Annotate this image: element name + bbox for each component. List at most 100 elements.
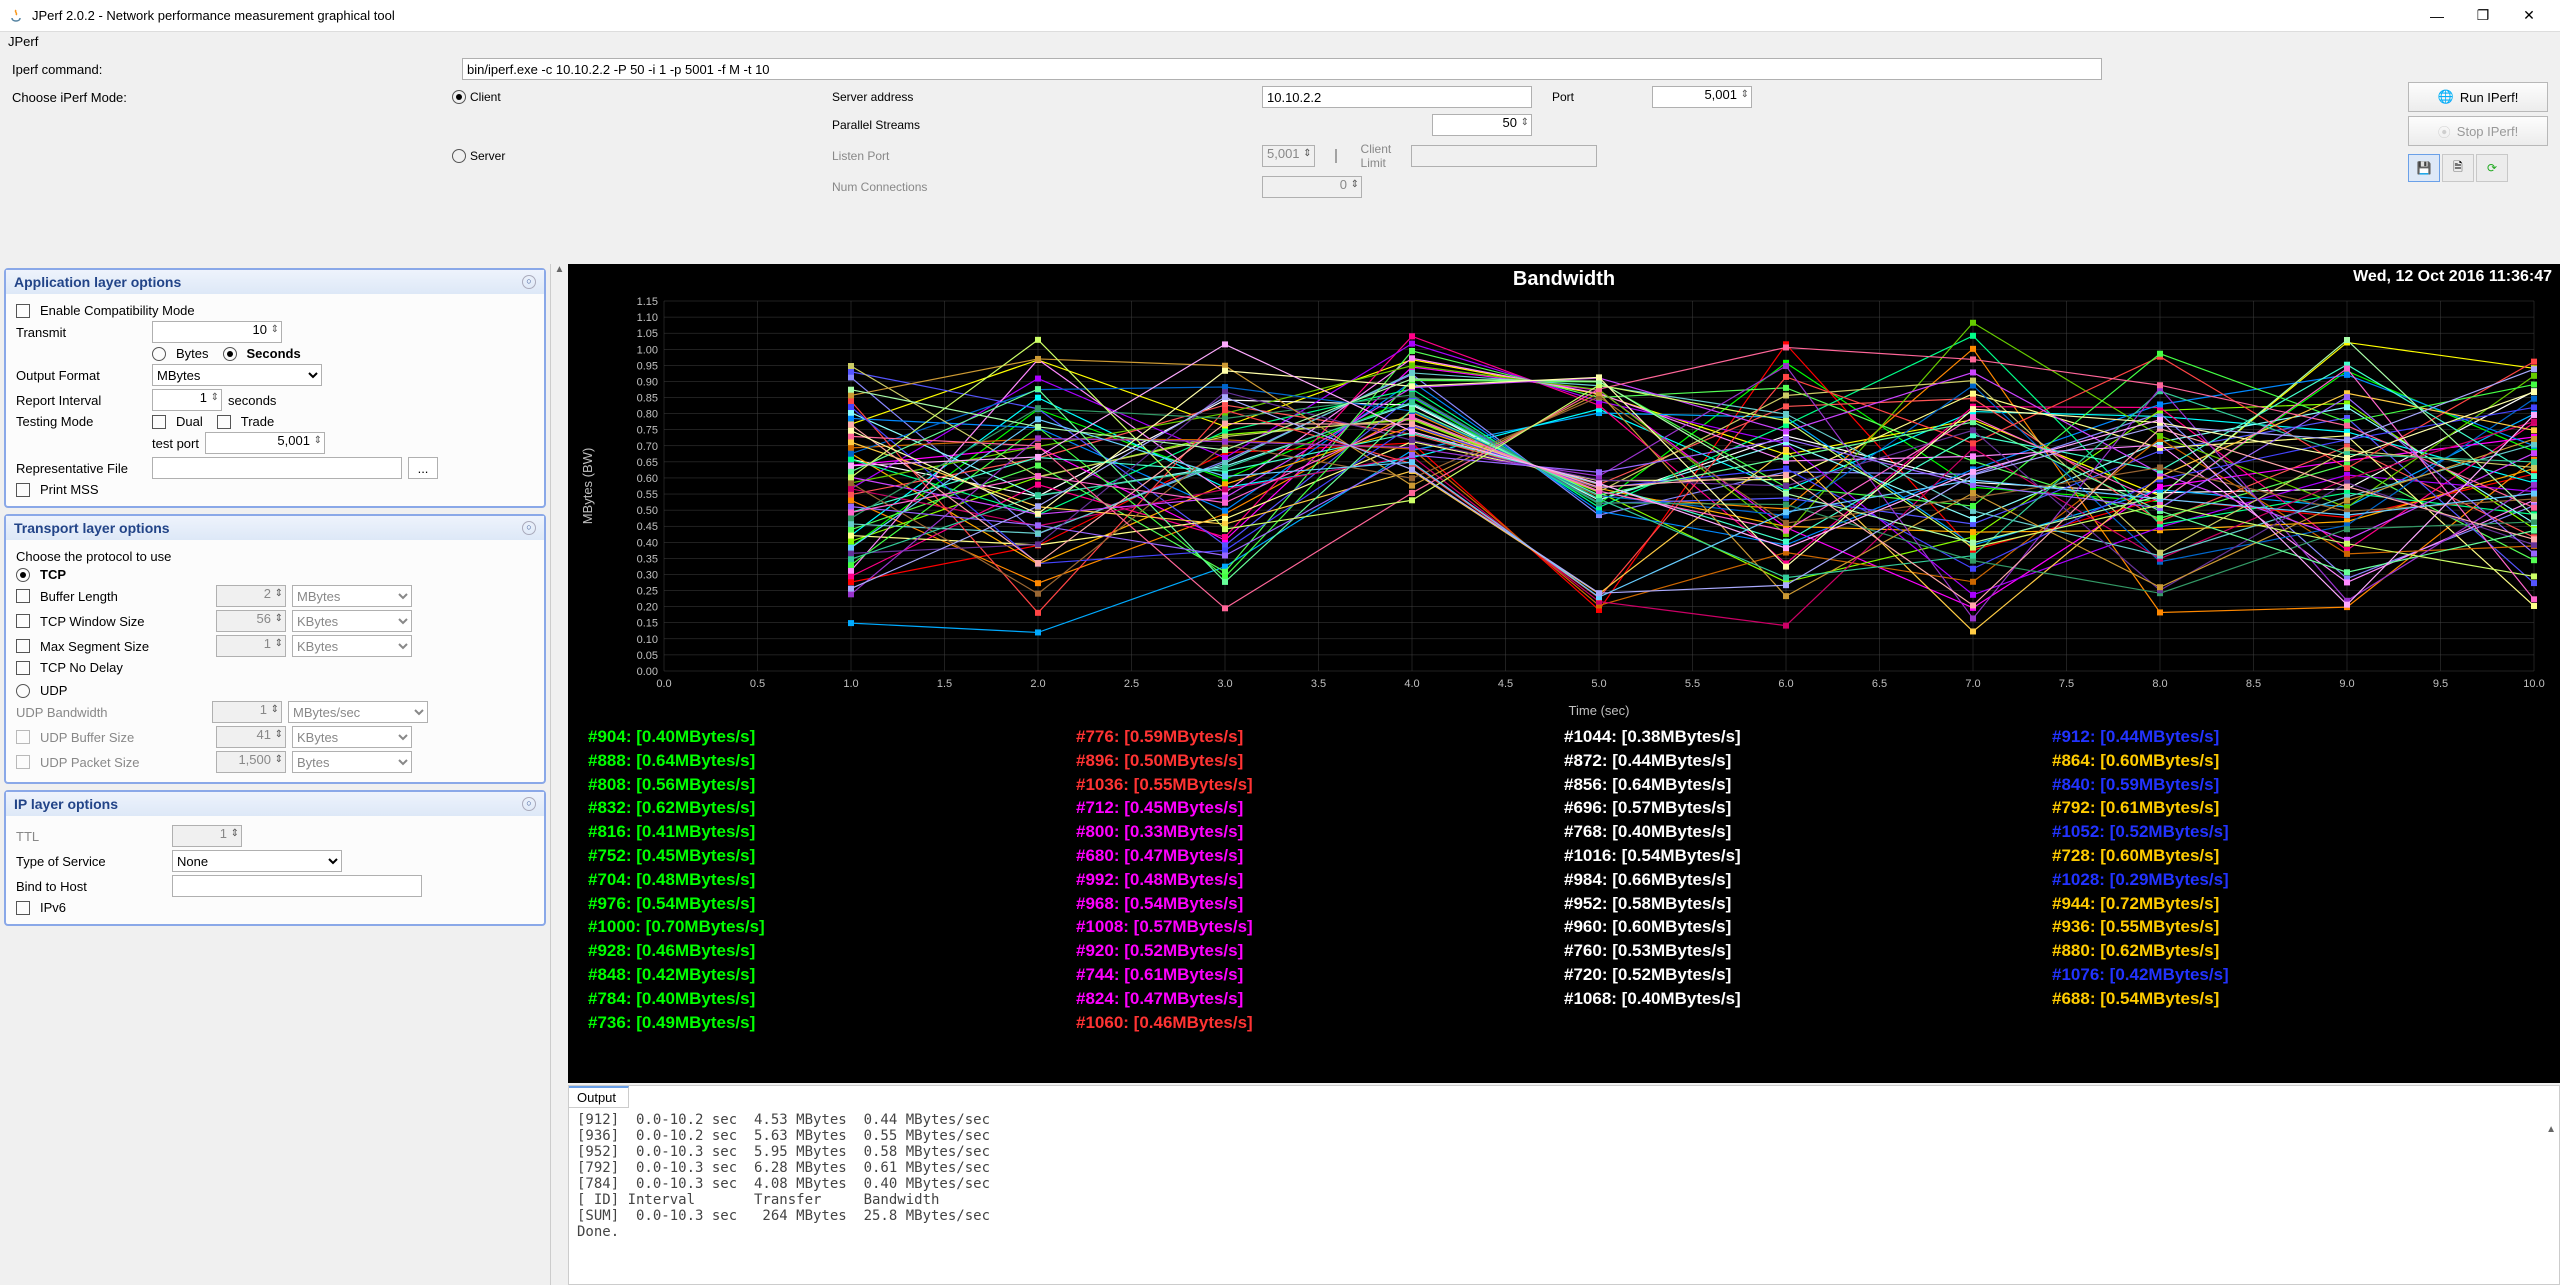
svg-text:0.40: 0.40	[637, 537, 658, 549]
refresh-icon-button[interactable]: ⟳	[2476, 154, 2508, 182]
maxseg-check[interactable]	[16, 639, 30, 653]
svg-text:6.5: 6.5	[1872, 678, 1887, 690]
udp-radio[interactable]	[16, 684, 30, 698]
maxseg-unit: KBytes	[292, 635, 412, 657]
tos-select[interactable]: None	[172, 850, 342, 872]
svg-text:0.30: 0.30	[637, 569, 658, 581]
output-format-select[interactable]: MBytes	[152, 364, 322, 386]
compat-check[interactable]	[16, 304, 30, 318]
svg-text:3.5: 3.5	[1311, 678, 1326, 690]
server-address-input[interactable]	[1262, 86, 1532, 108]
floppy-icon: 💾	[2417, 161, 2432, 175]
svg-text:0.20: 0.20	[637, 602, 658, 614]
minimize-button[interactable]: —	[2414, 1, 2460, 31]
client-radio-wrap[interactable]: Client	[452, 90, 832, 105]
parallel-spinner[interactable]: 50	[1432, 114, 1532, 136]
udpbw-spinner: 1	[212, 701, 282, 723]
iperf-command-input[interactable]	[462, 58, 2102, 80]
menu-jperf[interactable]: JPerf	[8, 34, 38, 49]
svg-text:4.5: 4.5	[1498, 678, 1513, 690]
sidebar-scrollbar[interactable]: ▲	[550, 264, 568, 1285]
save-icon-button[interactable]: 💾	[2408, 154, 2440, 182]
buflen-spinner: 2	[216, 585, 286, 607]
right-buttons: 🌐 Run IPerf! ⦿ Stop IPerf! 💾 🗎 ⟳	[2408, 82, 2548, 182]
transport-panel: Transport layer options○ Choose the prot…	[4, 514, 546, 784]
browse-button[interactable]: ...	[408, 457, 438, 479]
java-icon	[8, 8, 24, 24]
svg-text:5.5: 5.5	[1685, 678, 1700, 690]
svg-text:0.80: 0.80	[637, 409, 658, 421]
transmit-spinner[interactable]: 10	[152, 321, 282, 343]
trade-check[interactable]	[217, 415, 231, 429]
dual-check[interactable]	[152, 415, 166, 429]
bytes-radio[interactable]	[152, 347, 166, 361]
listen-port-spinner: 5,001	[1262, 145, 1315, 167]
client-limit-check	[1335, 149, 1337, 163]
titlebar: JPerf 2.0.2 - Network performance measur…	[0, 0, 2560, 32]
buflen-unit: MBytes	[292, 585, 412, 607]
buflen-check[interactable]	[16, 589, 30, 603]
tcp-radio[interactable]	[16, 568, 30, 582]
svg-text:0.45: 0.45	[637, 521, 658, 533]
close-button[interactable]: ✕	[2506, 1, 2552, 31]
svg-text:9.5: 9.5	[2433, 678, 2448, 690]
svg-text:1.15: 1.15	[637, 296, 658, 308]
iperf-command-label: Iperf command:	[12, 62, 452, 77]
menubar: JPerf	[0, 32, 2560, 54]
output-text[interactable]: [912] 0.0-10.2 sec 4.53 MBytes 0.44 MByt…	[569, 1108, 2559, 1284]
run-iperf-button[interactable]: 🌐 Run IPerf!	[2408, 82, 2548, 112]
svg-text:0.35: 0.35	[637, 553, 658, 565]
svg-text:0.00: 0.00	[637, 666, 658, 678]
svg-text:2.0: 2.0	[1030, 678, 1045, 690]
ttl-spinner: 1	[172, 825, 242, 847]
svg-text:5.0: 5.0	[1591, 678, 1606, 690]
repfile-input[interactable]	[152, 457, 402, 479]
svg-text:0.75: 0.75	[637, 425, 658, 437]
collapse-icon[interactable]: ○	[522, 275, 536, 289]
svg-text:2.5: 2.5	[1124, 678, 1139, 690]
app-layer-panel: Application layer options○ Enable Compat…	[4, 268, 546, 508]
output-tab[interactable]: Output	[569, 1086, 629, 1108]
stop-icon: ⦿	[2438, 122, 2451, 141]
svg-text:1.5: 1.5	[937, 678, 952, 690]
port-spinner[interactable]: 5,001	[1652, 86, 1752, 108]
svg-text:0.60: 0.60	[637, 473, 658, 485]
ipv6-check[interactable]	[16, 901, 30, 915]
svg-text:10.0: 10.0	[2523, 678, 2544, 690]
svg-text:0.55: 0.55	[637, 489, 658, 501]
testport-spinner[interactable]: 5,001	[205, 432, 325, 454]
run-icon: 🌐	[2438, 89, 2454, 105]
svg-text:3.0: 3.0	[1217, 678, 1232, 690]
svg-text:1.00: 1.00	[637, 344, 658, 356]
client-radio[interactable]	[452, 90, 466, 104]
nodelay-check[interactable]	[16, 661, 30, 675]
chart-area: Wed, 12 Oct 2016 11:36:47 Bandwidth 0.00…	[568, 264, 2560, 1083]
udppkt-unit: Bytes	[292, 751, 412, 773]
collapse-icon[interactable]: ○	[522, 797, 536, 811]
svg-text:1.05: 1.05	[637, 328, 658, 340]
server-radio[interactable]	[452, 149, 466, 163]
refresh-icon: ⟳	[2487, 161, 2497, 175]
doc-icon: 🗎	[2453, 158, 2463, 179]
bind-input[interactable]	[172, 875, 422, 897]
svg-text:7.5: 7.5	[2059, 678, 2074, 690]
collapse-icon[interactable]: ○	[522, 521, 536, 535]
svg-text:9.0: 9.0	[2339, 678, 2354, 690]
seconds-radio[interactable]	[223, 347, 237, 361]
client-limit-input	[1411, 145, 1597, 167]
parallel-label: Parallel Streams	[832, 118, 1262, 132]
svg-text:0.0: 0.0	[656, 678, 671, 690]
svg-text:0.25: 0.25	[637, 586, 658, 598]
client-limit-label: Client Limit	[1361, 142, 1392, 170]
export-icon-button[interactable]: 🗎	[2442, 154, 2474, 182]
udpbuf-spinner: 41	[216, 726, 286, 748]
server-radio-wrap[interactable]: Server	[452, 149, 832, 164]
svg-text:0.5: 0.5	[750, 678, 765, 690]
numconn-label: Num Connections	[832, 180, 1262, 194]
output-scroll-up[interactable]: ▲	[2546, 1124, 2556, 1135]
printmss-check[interactable]	[16, 483, 30, 497]
window-title: JPerf 2.0.2 - Network performance measur…	[32, 8, 2414, 23]
report-interval-spinner[interactable]: 1	[152, 389, 222, 411]
winsize-check[interactable]	[16, 614, 30, 628]
maximize-button[interactable]: ❐	[2460, 1, 2506, 31]
